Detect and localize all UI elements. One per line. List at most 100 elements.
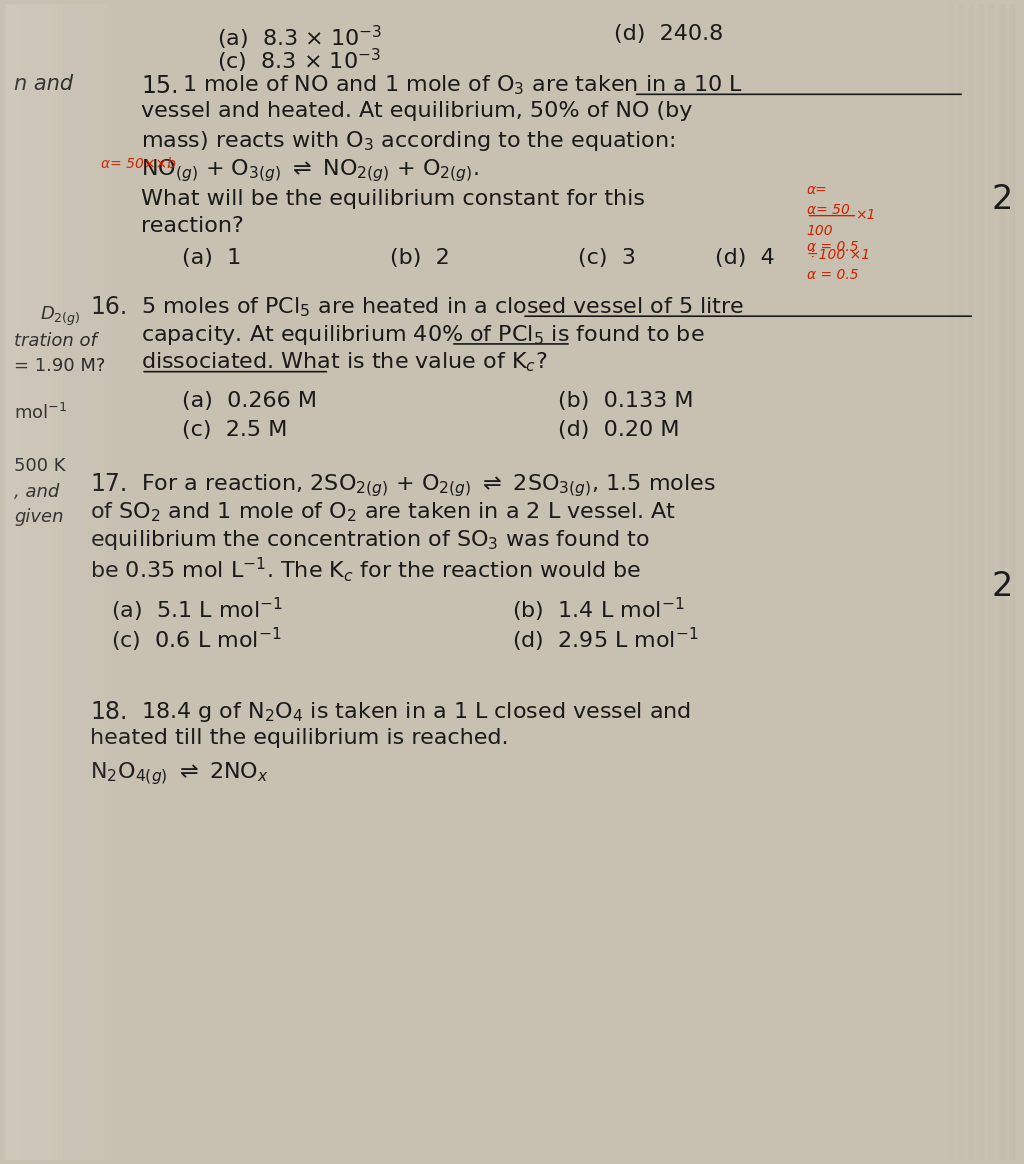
Bar	[147, 5, 150, 1159]
Bar	[41, 5, 43, 1159]
Bar	[36, 5, 38, 1159]
Bar	[979, 5, 983, 1159]
Text: n and: n and	[14, 73, 74, 93]
Bar	[30, 5, 32, 1159]
Text: 17.: 17.	[90, 473, 128, 496]
Bar	[145, 5, 147, 1159]
Bar	[126, 5, 128, 1159]
Bar	[66, 5, 68, 1159]
Bar	[80, 5, 82, 1159]
Bar	[62, 5, 65, 1159]
Bar	[24, 5, 26, 1159]
Bar	[100, 5, 102, 1159]
Bar	[57, 5, 59, 1159]
Bar	[48, 5, 50, 1159]
Text: 100: 100	[807, 223, 834, 237]
Bar	[117, 5, 119, 1159]
Bar	[73, 5, 75, 1159]
Text: 18.4 g of N$_2$O$_4$ is taken in a 1 L closed vessel and: 18.4 g of N$_2$O$_4$ is taken in a 1 L c…	[141, 700, 691, 724]
Bar	[63, 5, 66, 1159]
Bar	[44, 5, 46, 1159]
Bar	[91, 5, 93, 1159]
Bar	[9, 5, 11, 1159]
Bar	[76, 5, 78, 1159]
Bar	[958, 5, 963, 1159]
Bar	[82, 5, 84, 1159]
Bar	[98, 5, 100, 1159]
Text: equilibrium the concentration of SO$_3$ was found to: equilibrium the concentration of SO$_3$ …	[90, 527, 650, 552]
Bar	[104, 5, 106, 1159]
Bar	[35, 5, 37, 1159]
Bar	[69, 5, 71, 1159]
Text: 15.: 15.	[141, 73, 179, 98]
Text: α= 50××b: α= 50××b	[100, 157, 175, 171]
Bar	[989, 5, 993, 1159]
Text: (d)  2.95 L mol$^{-1}$: (d) 2.95 L mol$^{-1}$	[512, 626, 698, 654]
Bar	[131, 5, 133, 1159]
Text: (d)  240.8: (d) 240.8	[613, 23, 723, 44]
Text: What will be the equilibrium constant for this: What will be the equilibrium constant fo…	[141, 189, 645, 210]
Bar	[89, 5, 91, 1159]
Bar	[70, 5, 72, 1159]
Text: capacity. At equilibrium 40% of PCl$_5$ is found to be: capacity. At equilibrium 40% of PCl$_5$ …	[141, 324, 705, 347]
Text: (c)  3: (c) 3	[578, 248, 636, 268]
Bar	[148, 5, 151, 1159]
Text: = 1.90 M?: = 1.90 M?	[14, 356, 105, 375]
Bar	[135, 5, 137, 1159]
Bar	[7, 5, 9, 1159]
Bar	[60, 5, 62, 1159]
Bar	[94, 5, 96, 1159]
Bar	[103, 5, 105, 1159]
Text: mass) reacts with O$_3$ according to the equation:: mass) reacts with O$_3$ according to the…	[141, 129, 676, 152]
Bar	[51, 5, 53, 1159]
Bar	[10, 5, 12, 1159]
Bar	[113, 5, 115, 1159]
Bar	[86, 5, 88, 1159]
Bar	[123, 5, 125, 1159]
Bar	[114, 5, 116, 1159]
Bar	[138, 5, 140, 1159]
Text: (c)  2.5 M: (c) 2.5 M	[182, 420, 288, 440]
Bar	[122, 5, 124, 1159]
Text: (b)  2: (b) 2	[390, 248, 450, 268]
Bar	[969, 5, 973, 1159]
Bar	[53, 5, 55, 1159]
Bar	[132, 5, 134, 1159]
Text: (c)  8.3 × 10$^{-3}$: (c) 8.3 × 10$^{-3}$	[217, 47, 382, 76]
Text: ×1: ×1	[855, 207, 876, 221]
Bar	[13, 5, 15, 1159]
Bar	[19, 5, 22, 1159]
Bar	[27, 5, 29, 1159]
Text: mol$^{-1}$: mol$^{-1}$	[14, 403, 68, 423]
Bar	[32, 5, 34, 1159]
Text: given: given	[14, 508, 63, 526]
Text: NO$_{(g)}$ + O$_{3(g)}$ $\rightleftharpoons$ NO$_{2(g)}$ + O$_{2(g)}$.: NO$_{(g)}$ + O$_{3(g)}$ $\rightleftharpo…	[141, 157, 479, 184]
Text: of SO$_2$ and 1 mole of O$_2$ are taken in a 2 L vessel. At: of SO$_2$ and 1 mole of O$_2$ are taken …	[90, 501, 677, 524]
Bar	[14, 5, 16, 1159]
Bar	[33, 5, 35, 1159]
Text: (a)  1: (a) 1	[182, 248, 242, 268]
Text: tration of: tration of	[14, 333, 97, 350]
Bar	[75, 5, 76, 1159]
Bar	[67, 5, 69, 1159]
Text: heated till the equilibrium is reached.: heated till the equilibrium is reached.	[90, 728, 509, 747]
Text: (a)  5.1 L mol$^{-1}$: (a) 5.1 L mol$^{-1}$	[111, 596, 283, 624]
Bar	[108, 5, 110, 1159]
Bar	[72, 5, 74, 1159]
Text: 5 moles of PCl$_5$ are heated in a closed vessel of 5 litre: 5 moles of PCl$_5$ are heated in a close…	[141, 296, 744, 319]
Bar	[38, 5, 40, 1159]
Bar	[95, 5, 97, 1159]
Text: (b)  0.133 M: (b) 0.133 M	[558, 391, 693, 411]
Bar	[92, 5, 94, 1159]
Bar	[50, 5, 52, 1159]
Text: (b)  1.4 L mol$^{-1}$: (b) 1.4 L mol$^{-1}$	[512, 596, 685, 624]
Bar	[119, 5, 121, 1159]
Bar	[139, 5, 141, 1159]
Bar	[29, 5, 31, 1159]
Bar	[26, 5, 28, 1159]
Bar	[17, 5, 19, 1159]
Bar	[12, 5, 13, 1159]
Bar	[23, 5, 25, 1159]
Bar	[54, 5, 56, 1159]
Bar	[999, 5, 1004, 1159]
